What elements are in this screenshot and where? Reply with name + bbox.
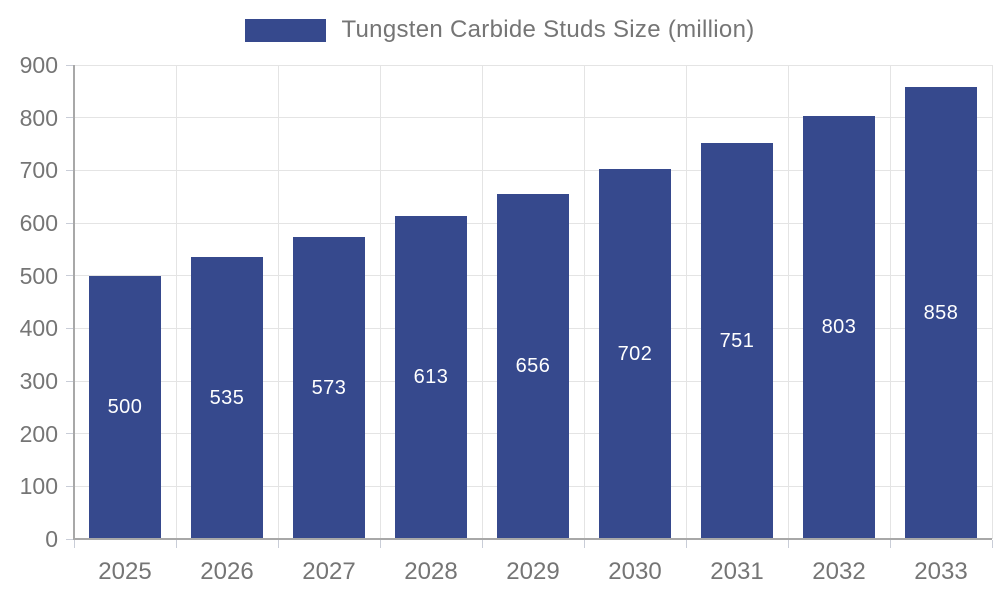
y-axis-tick <box>66 380 74 382</box>
y-tick-label: 0 <box>45 526 58 552</box>
x-tick-label: 2033 <box>914 558 968 585</box>
bar-value-label: 858 <box>923 301 959 324</box>
gridline-horizontal <box>74 169 992 171</box>
gridline-vertical <box>685 65 687 539</box>
y-tick-label: 400 <box>19 315 58 342</box>
bar-value-label: 751 <box>719 329 755 352</box>
gridline-vertical <box>991 65 993 539</box>
bar: 751 <box>701 143 773 539</box>
y-tick-label: 600 <box>19 210 58 236</box>
gridline-vertical <box>277 65 279 539</box>
y-axis-tick <box>66 64 74 66</box>
gridline-horizontal <box>74 117 992 119</box>
bar: 500 <box>89 275 161 539</box>
gridline-vertical <box>481 65 483 539</box>
bar: 613 <box>395 216 467 539</box>
bar-value-label: 702 <box>617 342 653 365</box>
bar-value-label: 613 <box>413 366 449 389</box>
x-tick-label: 2027 <box>302 558 356 585</box>
x-axis-tick <box>685 540 687 548</box>
y-axis-tick <box>66 433 74 435</box>
gridline-vertical <box>583 65 585 539</box>
bar-value-label: 656 <box>515 354 551 377</box>
y-axis-tick <box>66 222 74 224</box>
x-tick-label: 2029 <box>506 558 560 585</box>
x-tick-label: 2028 <box>404 558 458 585</box>
legend-label: Tungsten Carbide Studs Size (million) <box>341 16 755 43</box>
bar: 858 <box>905 87 977 539</box>
y-axis-tick <box>66 117 74 119</box>
bar: 573 <box>293 237 365 539</box>
y-axis-tick <box>66 538 74 540</box>
x-axis-tick <box>277 540 279 548</box>
gridline-horizontal <box>74 64 992 66</box>
y-tick-label: 700 <box>19 157 58 184</box>
x-axis-tick <box>175 540 177 548</box>
y-tick-label: 300 <box>19 368 58 394</box>
y-tick-label: 200 <box>19 420 58 447</box>
bar: 656 <box>497 193 569 539</box>
x-axis-tick <box>481 540 483 548</box>
y-axis-tick <box>66 275 74 277</box>
legend: Tungsten Carbide Studs Size (million) <box>0 16 1000 44</box>
x-axis-tick <box>583 540 585 548</box>
y-tick-label: 500 <box>19 262 58 289</box>
x-axis-tick <box>787 540 789 548</box>
x-axis-line <box>73 538 992 540</box>
x-axis-tick <box>73 540 75 548</box>
gridline-vertical <box>379 65 381 539</box>
gridline-vertical <box>787 65 789 539</box>
bar-value-label: 500 <box>107 395 143 418</box>
bar-value-label: 803 <box>821 316 857 339</box>
legend-swatch <box>245 18 327 42</box>
gridline-vertical <box>175 65 177 539</box>
x-axis-tick <box>889 540 891 548</box>
y-tick-label: 800 <box>19 104 58 131</box>
bar: 535 <box>191 257 263 539</box>
y-axis-tick <box>66 485 74 487</box>
y-axis-tick <box>66 169 74 171</box>
x-tick-label: 2030 <box>608 558 662 585</box>
x-tick-label: 2031 <box>710 558 764 585</box>
bar: 803 <box>803 116 875 539</box>
bar-value-label: 535 <box>209 386 245 409</box>
gridline-vertical <box>889 65 891 539</box>
y-tick-label: 100 <box>19 473 58 500</box>
x-axis-tick <box>379 540 381 548</box>
x-tick-label: 2032 <box>812 558 866 585</box>
bar: 702 <box>599 169 671 539</box>
x-tick-label: 2026 <box>200 558 254 585</box>
bar-value-label: 573 <box>311 376 347 399</box>
y-axis-line <box>73 65 75 539</box>
y-tick-label: 900 <box>19 52 58 78</box>
y-axis-tick <box>66 327 74 329</box>
x-axis-tick <box>991 540 993 548</box>
x-tick-label: 2025 <box>98 558 152 585</box>
